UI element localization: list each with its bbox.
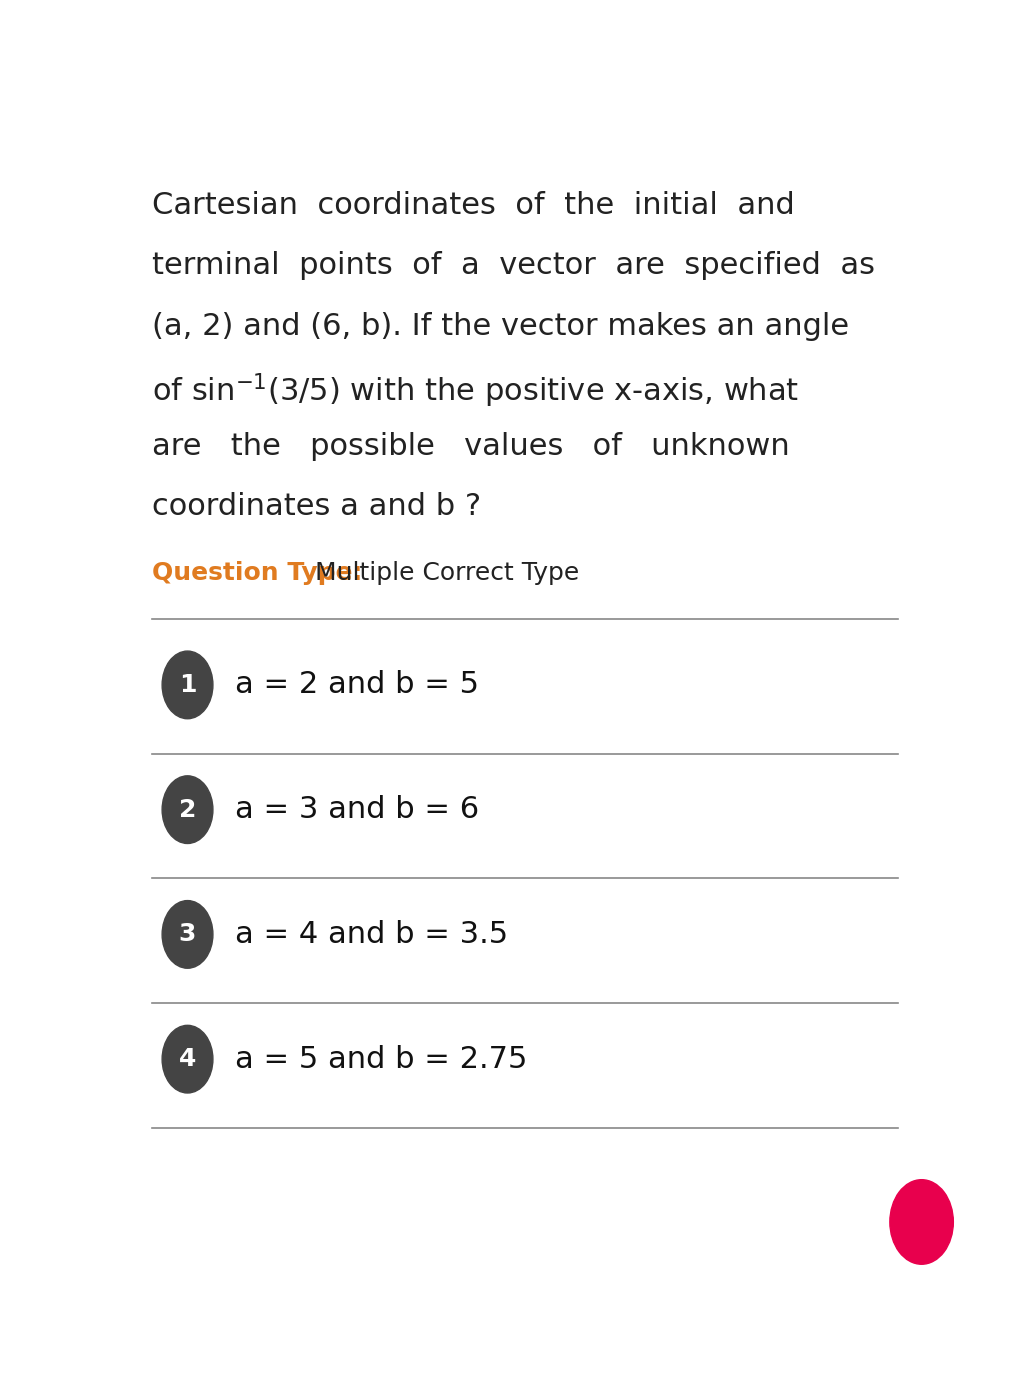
Text: (a, 2) and (6, b). If the vector makes an angle: (a, 2) and (6, b). If the vector makes a… (152, 312, 849, 341)
Text: a = 5 and b = 2.75: a = 5 and b = 2.75 (236, 1045, 527, 1074)
Circle shape (162, 651, 213, 718)
Circle shape (162, 901, 213, 968)
Text: 4: 4 (179, 1048, 197, 1071)
Circle shape (890, 1179, 953, 1265)
Text: 1: 1 (179, 673, 197, 697)
Text: Question Type:: Question Type: (152, 562, 362, 585)
Text: a = 2 and b = 5: a = 2 and b = 5 (236, 670, 479, 699)
Text: 3: 3 (179, 923, 197, 946)
Circle shape (162, 1026, 213, 1093)
Text: Cartesian  coordinates  of  the  initial  and: Cartesian coordinates of the initial and (152, 191, 795, 220)
Text: a = 3 and b = 6: a = 3 and b = 6 (236, 795, 479, 824)
Text: terminal  points  of  a  vector  are  specified  as: terminal points of a vector are specifie… (152, 251, 874, 280)
Text: 2: 2 (179, 798, 197, 821)
Text: coordinates a and b ?: coordinates a and b ? (152, 493, 481, 522)
Circle shape (162, 776, 213, 843)
Text: a = 4 and b = 3.5: a = 4 and b = 3.5 (236, 920, 508, 949)
Text: Multiple Correct Type: Multiple Correct Type (306, 562, 579, 585)
Text: are   the   possible   values   of   unknown: are the possible values of unknown (152, 432, 790, 461)
Text: of sin$^{-1}$(3/5) with the positive x-axis, what: of sin$^{-1}$(3/5) with the positive x-a… (152, 372, 799, 411)
